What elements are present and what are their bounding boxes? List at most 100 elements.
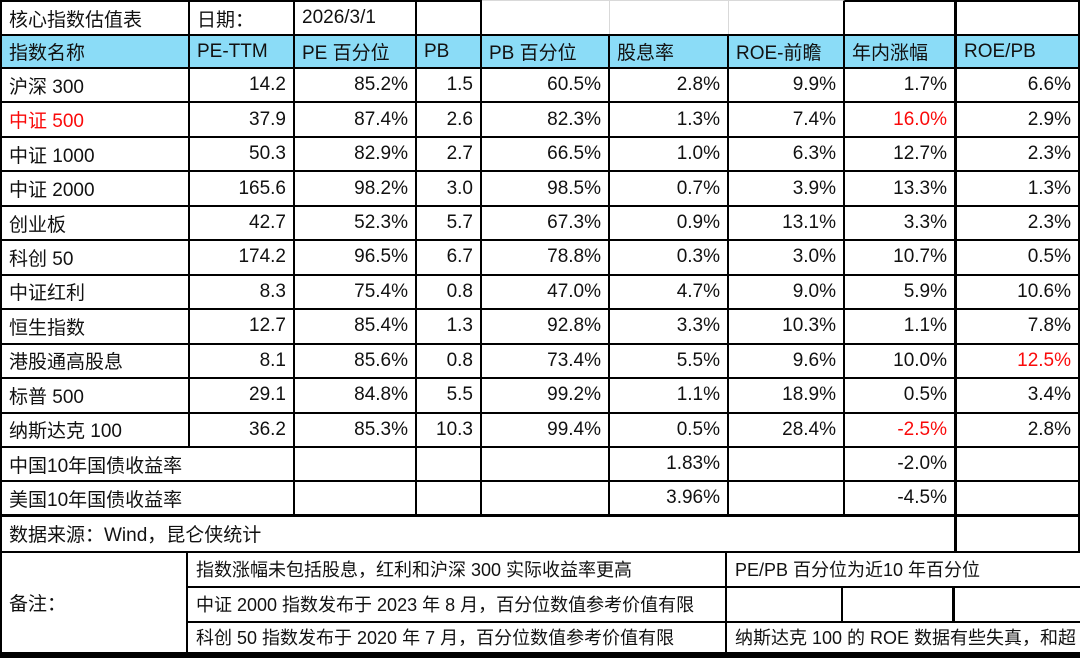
value-cell[interactable]: 3.4% — [957, 379, 1080, 412]
value-cell[interactable]: 1.7% — [845, 69, 957, 102]
value-cell[interactable]: 85.3% — [295, 413, 417, 446]
value-cell[interactable]: 7.8% — [957, 310, 1080, 343]
value-cell[interactable]: 0.9% — [610, 206, 729, 240]
column-header[interactable]: PB 百分位 — [482, 36, 610, 67]
empty-cell[interactable] — [843, 587, 955, 621]
value-cell[interactable]: 2.8% — [610, 69, 729, 102]
value-cell[interactable]: 0.5% — [957, 241, 1080, 274]
value-cell[interactable]: 3.3% — [845, 206, 957, 240]
value-cell[interactable]: 2.7 — [417, 137, 482, 171]
value-cell[interactable]: 3.9% — [729, 172, 845, 205]
column-header[interactable]: ROE-前瞻 — [729, 36, 845, 67]
value-cell[interactable]: 28.4% — [729, 413, 845, 446]
value-cell[interactable]: 0.5% — [610, 413, 729, 446]
value-cell[interactable]: 8.1 — [190, 344, 295, 378]
value-cell[interactable]: 6.7 — [417, 241, 482, 274]
value-cell[interactable]: 36.2 — [190, 413, 295, 446]
note-cell[interactable]: 科创 50 指数发布于 2020 年 7 月，百分位数值参考价值有限 — [188, 622, 727, 652]
value-cell[interactable]: 0.5% — [845, 379, 957, 412]
value-cell[interactable]: 0.8 — [417, 344, 482, 378]
value-cell[interactable]: 1.5 — [417, 69, 482, 102]
column-header[interactable]: 指数名称 — [2, 36, 190, 67]
note-cell[interactable]: 中证 2000 指数发布于 2023 年 8 月，百分位数值参考价值有限 — [188, 587, 727, 621]
value-cell[interactable]: 0.8 — [417, 275, 482, 309]
value-cell[interactable]: 3.0% — [729, 241, 845, 274]
value-cell[interactable]: 1.83% — [610, 447, 729, 481]
empty-cell[interactable] — [417, 447, 482, 481]
value-cell[interactable]: 29.1 — [190, 379, 295, 412]
column-header[interactable]: 年内涨幅 — [845, 36, 957, 67]
empty-cell[interactable] — [295, 447, 417, 481]
value-cell[interactable]: 9.0% — [729, 275, 845, 309]
value-cell[interactable]: 0.7% — [610, 172, 729, 205]
index-name-cell[interactable]: 沪深 300 — [2, 69, 190, 102]
index-name-cell[interactable]: 科创 50 — [2, 241, 190, 274]
index-name-cell[interactable]: 创业板 — [2, 206, 190, 240]
value-cell[interactable]: 1.1% — [845, 310, 957, 343]
empty-cell[interactable] — [957, 482, 1080, 514]
value-cell[interactable]: 37.9 — [190, 103, 295, 136]
value-cell[interactable]: 66.5% — [482, 137, 610, 171]
value-cell[interactable]: 67.3% — [482, 206, 610, 240]
value-cell[interactable]: 87.4% — [295, 103, 417, 136]
value-cell[interactable]: 85.2% — [295, 69, 417, 102]
value-cell[interactable]: 10.6% — [957, 275, 1080, 309]
empty-cell[interactable] — [957, 516, 1080, 551]
value-cell[interactable]: 75.4% — [295, 275, 417, 309]
value-cell[interactable]: 16.0% — [845, 103, 957, 136]
value-cell[interactable]: 1.3 — [417, 310, 482, 343]
value-cell[interactable]: 5.5% — [610, 344, 729, 378]
note-cell[interactable]: PE/PB 百分位为近10 年百分位 — [735, 560, 981, 581]
empty-cell[interactable] — [845, 0, 957, 34]
value-cell[interactable]: 10.7% — [845, 241, 957, 274]
empty-cell[interactable] — [482, 482, 610, 514]
value-cell[interactable]: 12.5% — [957, 344, 1080, 378]
value-cell[interactable]: 1.1% — [610, 379, 729, 412]
empty-cell[interactable] — [955, 588, 1080, 621]
note-cell[interactable]: 纳斯达克 100 的 ROE 数据有些失真，和超 — [735, 628, 1077, 649]
value-cell[interactable]: 98.5% — [482, 172, 610, 205]
empty-cell[interactable] — [957, 447, 1080, 481]
index-name-cell[interactable]: 中证 500 — [2, 103, 190, 136]
value-cell[interactable]: 85.6% — [295, 344, 417, 378]
value-cell[interactable]: 78.8% — [482, 241, 610, 274]
value-cell[interactable]: 82.3% — [482, 103, 610, 136]
empty-cell[interactable] — [729, 482, 845, 514]
empty-cell[interactable] — [417, 0, 482, 34]
value-cell[interactable]: 2.3% — [957, 137, 1080, 171]
index-name-cell[interactable]: 美国10年国债收益率 — [2, 482, 295, 514]
value-cell[interactable]: 10.0% — [845, 344, 957, 378]
value-cell[interactable]: 92.8% — [482, 310, 610, 343]
value-cell[interactable]: 12.7 — [190, 310, 295, 343]
value-cell[interactable]: 6.3% — [729, 137, 845, 171]
value-cell[interactable]: 5.7 — [417, 206, 482, 240]
index-name-cell[interactable]: 港股通高股息 — [2, 344, 190, 378]
index-name-cell[interactable]: 中证 2000 — [2, 172, 190, 205]
value-cell[interactable]: 7.4% — [729, 103, 845, 136]
value-cell[interactable]: 2.9% — [957, 103, 1080, 136]
date-value-cell[interactable]: 2026/3/1 — [295, 0, 417, 34]
index-name-cell[interactable]: 中证 1000 — [2, 137, 190, 171]
date-label-cell[interactable]: 日期： — [190, 0, 295, 34]
value-cell[interactable]: 6.6% — [957, 69, 1080, 102]
value-cell[interactable]: 47.0% — [482, 275, 610, 309]
value-cell[interactable]: 1.0% — [610, 137, 729, 171]
value-cell[interactable]: 4.7% — [610, 275, 729, 309]
value-cell[interactable]: 10.3 — [417, 413, 482, 446]
value-cell[interactable]: 85.4% — [295, 310, 417, 343]
value-cell[interactable]: 9.9% — [729, 69, 845, 102]
value-cell[interactable]: 12.7% — [845, 137, 957, 171]
value-cell[interactable]: -2.5% — [845, 413, 957, 446]
column-header[interactable]: PE 百分位 — [295, 36, 417, 67]
value-cell[interactable]: 42.7 — [190, 206, 295, 240]
value-cell[interactable]: 1.3% — [957, 172, 1080, 205]
empty-cell[interactable] — [417, 482, 482, 514]
empty-cell[interactable] — [729, 0, 845, 34]
notes-label-cell[interactable]: 备注： — [2, 552, 188, 652]
value-cell[interactable]: 18.9% — [729, 379, 845, 412]
value-cell[interactable]: 9.6% — [729, 344, 845, 378]
value-cell[interactable]: 3.96% — [610, 482, 729, 514]
value-cell[interactable]: 3.3% — [610, 310, 729, 343]
empty-cell[interactable] — [727, 587, 843, 621]
value-cell[interactable]: 98.2% — [295, 172, 417, 205]
